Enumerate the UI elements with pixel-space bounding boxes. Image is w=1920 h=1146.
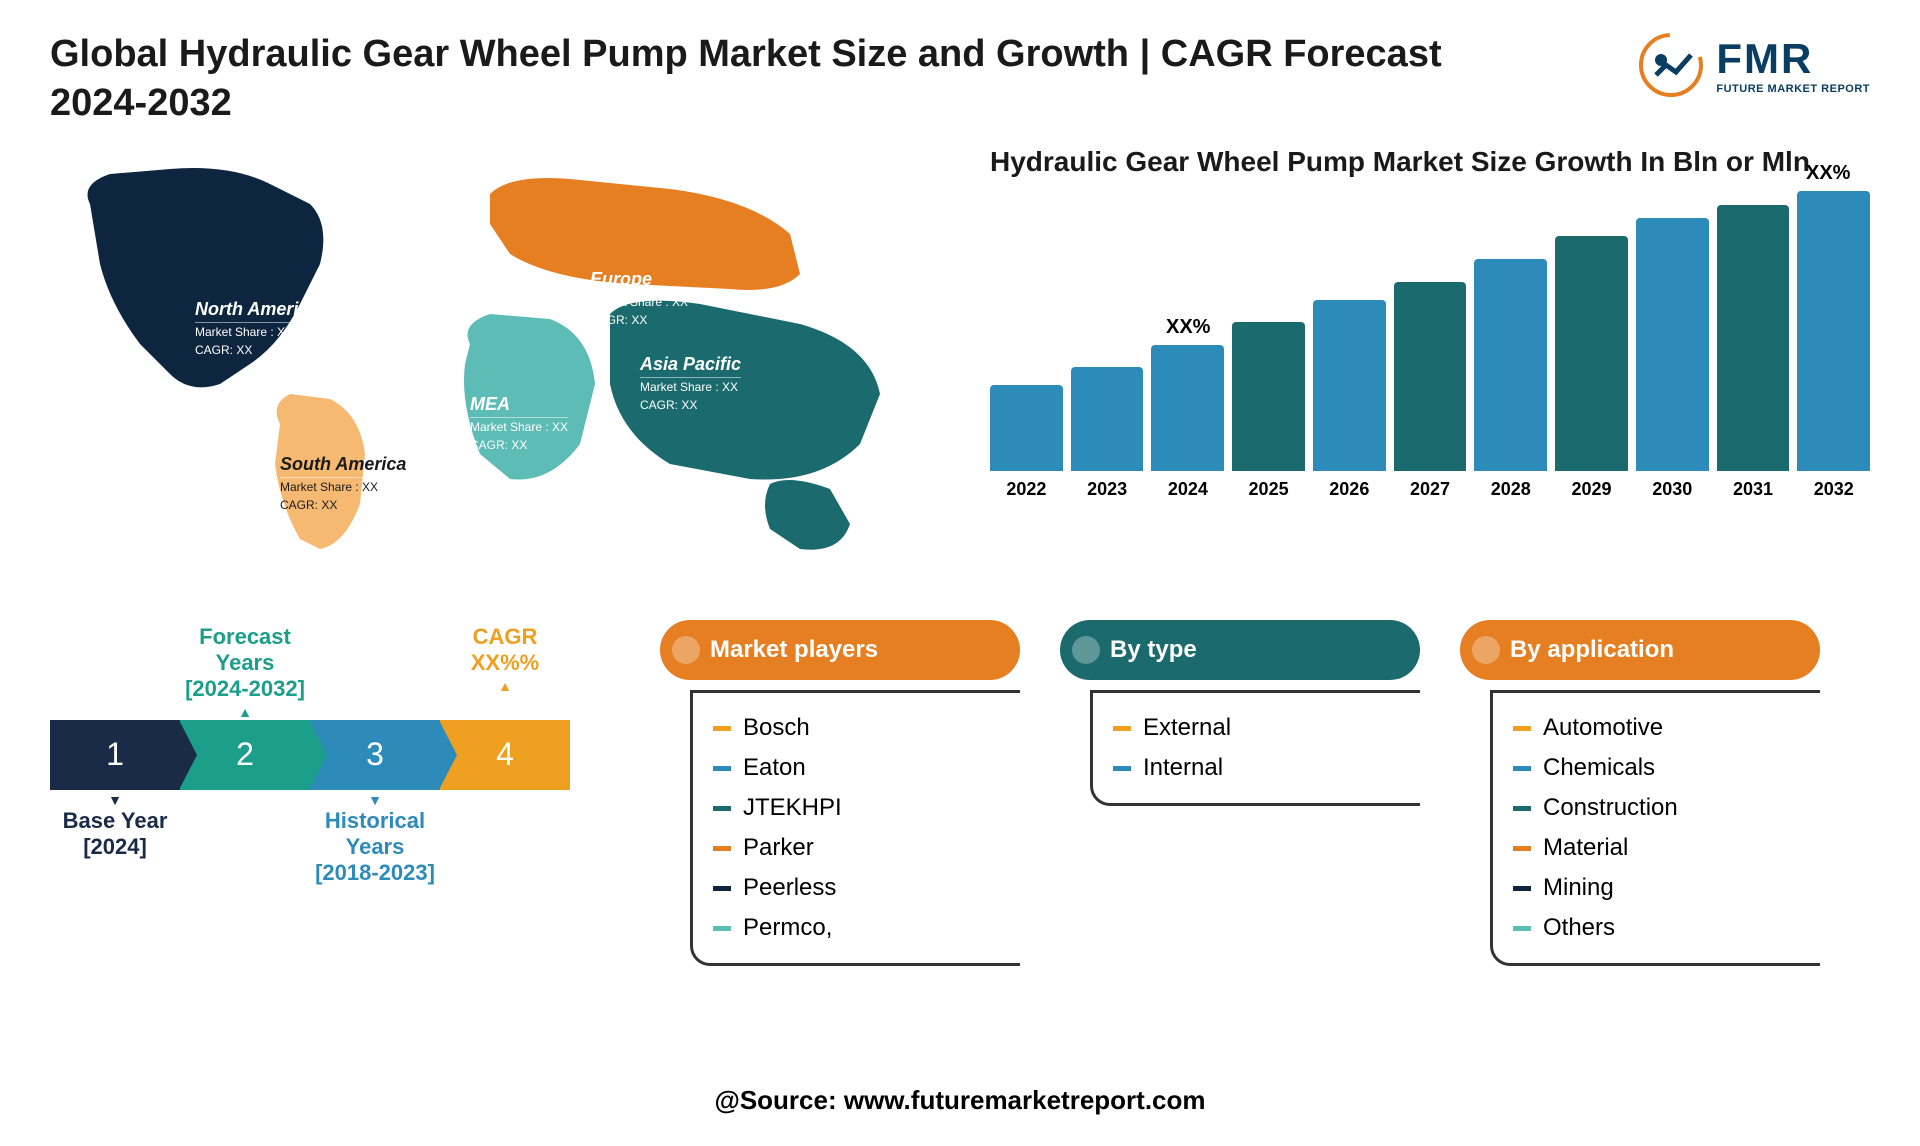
logo-text: FMR <box>1716 35 1870 83</box>
timeline-segment-3: 3 <box>310 720 440 790</box>
pill-column-by-application: By application AutomotiveChemicalsConstru… <box>1460 620 1820 966</box>
timeline-segment-1: 1 <box>50 720 180 790</box>
pill-column-market-players: Market players BoschEatonJTEKHPIParkerPee… <box>660 620 1020 966</box>
region-label-asia-pacific: Asia PacificMarket Share : XXCAGR: XX <box>640 354 741 412</box>
pill-header: Market players <box>660 620 1020 680</box>
logo: FMR FUTURE MARKET REPORT <box>1636 30 1870 100</box>
chart-title: Hydraulic Gear Wheel Pump Market Size Gr… <box>990 144 1870 180</box>
timeline-segment-4: 4 <box>440 720 570 790</box>
list-item: Permco, <box>713 908 1020 948</box>
world-map: North AmericaMarket Share : XXCAGR: XX So… <box>50 144 950 564</box>
list-item: Internal <box>1113 748 1420 788</box>
timeline-label-2: Forecast Years[2024-2032]▲ <box>180 624 310 720</box>
list-item: Chemicals <box>1513 748 1820 788</box>
list-item: Others <box>1513 908 1820 948</box>
timeline-label-1: ▼Base Year[2024] <box>50 790 180 886</box>
bar-annotation: XX% <box>1166 316 1210 339</box>
logo-icon <box>1636 30 1706 100</box>
region-label-europe: EuropeMarket Share : XXCAGR: XX <box>590 269 688 327</box>
timeline: Forecast Years[2024-2032]▲ CAGR XX%%▲ 123… <box>50 624 570 886</box>
timeline-label-3: ▼Historical Years[2018-2023] <box>310 790 440 886</box>
source-text: @Source: www.futuremarketreport.com <box>714 1085 1205 1116</box>
pill-header: By application <box>1460 620 1820 680</box>
bar-2024: 2024 <box>1151 345 1224 500</box>
timeline-segment-2: 2 <box>180 720 310 790</box>
list-item: Material <box>1513 828 1820 868</box>
pill-column-by-type: By type ExternalInternal <box>1060 620 1420 966</box>
list-item: Eaton <box>713 748 1020 788</box>
region-label-mea: MEAMarket Share : XXCAGR: XX <box>470 394 568 452</box>
page-title: Global Hydraulic Gear Wheel Pump Market … <box>50 30 1450 129</box>
bar-2030: 2030 <box>1636 218 1709 500</box>
list-item: JTEKHPI <box>713 788 1020 828</box>
bar-chart: Hydraulic Gear Wheel Pump Market Size Gr… <box>990 144 1870 564</box>
logo-subtitle: FUTURE MARKET REPORT <box>1716 83 1870 95</box>
bar-2029: 2029 <box>1555 236 1628 500</box>
bar-annotation: XX% <box>1806 162 1850 185</box>
bar-2027: 2027 <box>1394 282 1467 501</box>
list-item: Mining <box>1513 868 1820 908</box>
bar-2032: 2032 <box>1797 191 1870 500</box>
bar-2023: 2023 <box>1071 367 1144 500</box>
list-item: Automotive <box>1513 708 1820 748</box>
timeline-label-4: CAGR XX%%▲ <box>440 624 570 720</box>
bar-2022: 2022 <box>990 385 1063 500</box>
bar-2025: 2025 <box>1232 322 1305 500</box>
list-item: External <box>1113 708 1420 748</box>
list-item: Peerless <box>713 868 1020 908</box>
list-item: Parker <box>713 828 1020 868</box>
region-label-north-america: North AmericaMarket Share : XXCAGR: XX <box>195 299 318 357</box>
bar-2028: 2028 <box>1474 259 1547 500</box>
region-label-south-america: South AmericaMarket Share : XXCAGR: XX <box>280 454 406 512</box>
list-item: Bosch <box>713 708 1020 748</box>
pill-header: By type <box>1060 620 1420 680</box>
bar-2031: 2031 <box>1717 205 1790 500</box>
list-item: Construction <box>1513 788 1820 828</box>
bar-2026: 2026 <box>1313 300 1386 501</box>
